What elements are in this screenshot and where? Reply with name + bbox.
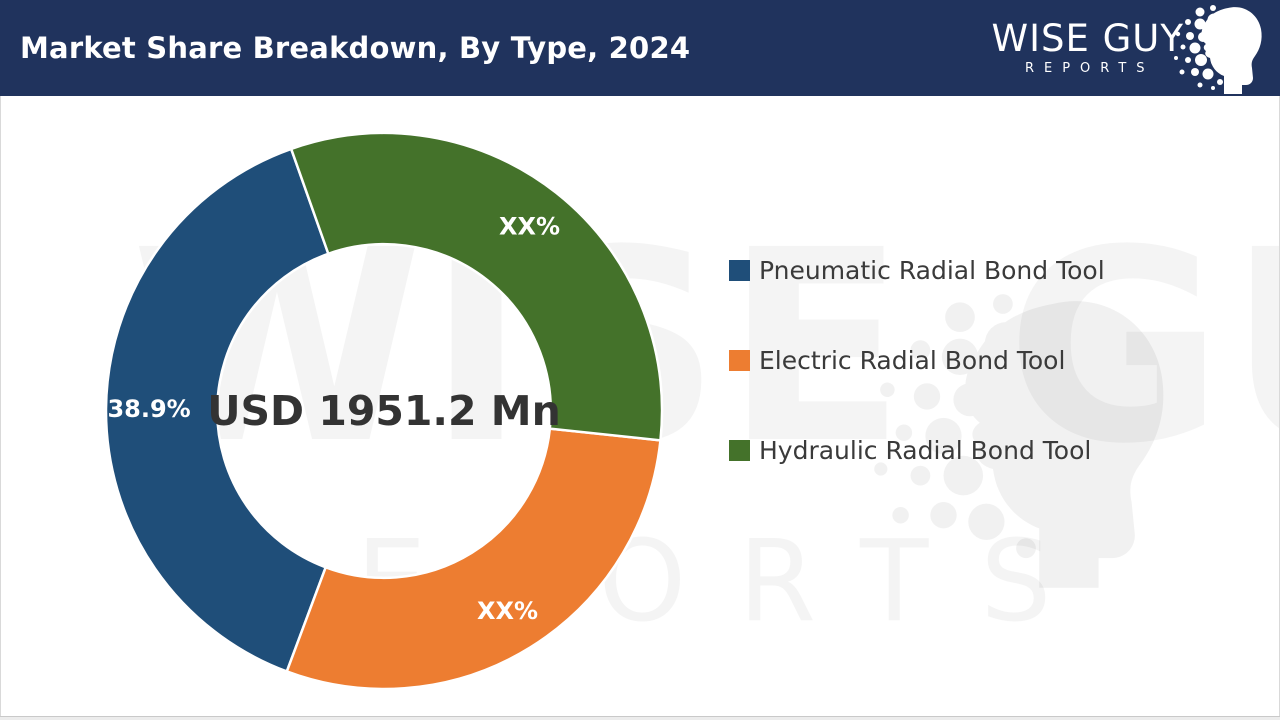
page-title: Market Share Breakdown, By Type, 2024 <box>20 31 691 65</box>
donut-chart: 38.9% XX% XX% USD 1951.2 Mn <box>104 131 664 691</box>
logo-subtitle: REPORTS <box>1024 60 1155 76</box>
legend-swatch <box>729 259 750 281</box>
header-bar: Market Share Breakdown, By Type, 2024 WI… <box>0 0 1280 96</box>
logo-wordmark: WISE GUY <box>991 17 1184 61</box>
slice-label: XX% <box>477 597 538 625</box>
legend-swatch <box>729 349 750 371</box>
legend-label: Electric Radial Bond Tool <box>759 345 1066 375</box>
bottom-divider <box>0 716 1280 717</box>
donut-slice-electric-radial-bond-tool <box>285 427 662 691</box>
slice-label: 38.9% <box>107 395 190 423</box>
bottom-strip <box>0 717 1280 720</box>
legend-item: Hydraulic Radial Bond Tool <box>729 434 1105 466</box>
chart-panel: WISE GUY REPORTS 38.9%XX%XX% USD 1951.2 … <box>0 96 1280 716</box>
legend-label: Pneumatic Radial Bond Tool <box>759 255 1105 285</box>
slice-label: XX% <box>499 213 560 241</box>
watermark-wordmark: WISE GUY <box>131 216 1279 481</box>
donut-center-value: USD 1951.2 Mn <box>207 387 561 435</box>
wise-guy-logo: WISE GUY REPORTS <box>992 0 1270 96</box>
logo-text: WISE GUY REPORTS <box>991 17 1184 76</box>
watermark-head-profile-icon <box>874 294 1164 588</box>
chart-legend: Pneumatic Radial Bond Tool Electric Radia… <box>729 254 1105 524</box>
legend-item: Electric Radial Bond Tool <box>729 344 1105 376</box>
head-profile-icon <box>1174 5 1262 94</box>
donut-slice-hydraulic-radial-bond-tool <box>289 131 664 442</box>
legend-swatch <box>729 439 750 461</box>
donut-slice-pneumatic-radial-bond-tool <box>104 147 330 673</box>
legend-item: Pneumatic Radial Bond Tool <box>729 254 1105 286</box>
legend-label: Hydraulic Radial Bond Tool <box>759 435 1092 465</box>
